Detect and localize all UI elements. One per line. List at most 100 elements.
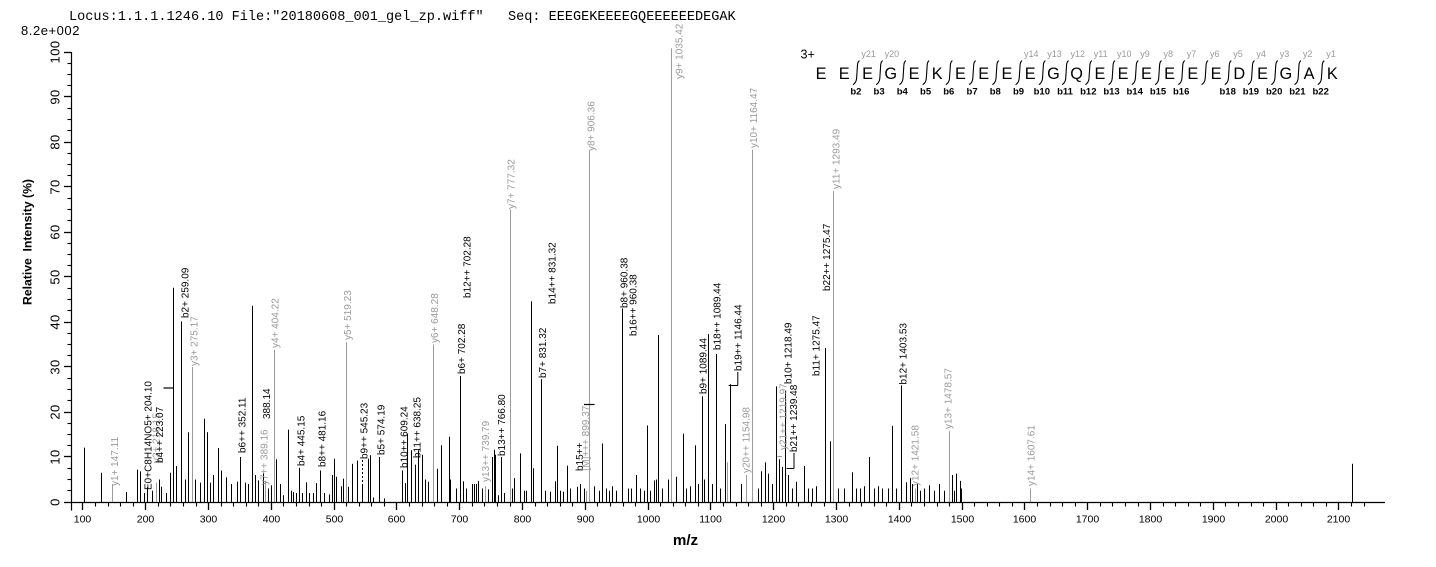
svg-text:E: E — [978, 65, 989, 83]
svg-text:A: A — [1304, 65, 1315, 83]
svg-text:0: 0 — [48, 498, 63, 506]
svg-text:E: E — [1118, 65, 1129, 83]
svg-text:900: 900 — [577, 514, 595, 526]
svg-text:y21++ 1219.97: y21++ 1219.97 — [778, 383, 789, 450]
svg-text:1800: 1800 — [1139, 514, 1163, 526]
svg-text:b19++ 1146.44: b19++ 1146.44 — [734, 304, 745, 371]
svg-text:b13++ 766.80: b13++ 766.80 — [497, 394, 508, 456]
svg-text:700: 700 — [451, 514, 469, 526]
svg-text:b14: b14 — [1127, 87, 1144, 98]
svg-text:100: 100 — [74, 514, 92, 526]
svg-text:E: E — [862, 65, 873, 83]
svg-text:y3+ 275.17: y3+ 275.17 — [189, 316, 200, 366]
svg-text:y12: y12 — [1071, 49, 1086, 59]
svg-text:b21: b21 — [1289, 87, 1306, 98]
svg-text:3+: 3+ — [801, 48, 815, 62]
svg-text:b22++ 1275.47: b22++ 1275.47 — [822, 223, 833, 291]
svg-text:E0+C8H14NO5+ 204.10: E0+C8H14NO5+ 204.10 — [143, 381, 154, 490]
svg-text:E: E — [1141, 65, 1152, 83]
svg-text:y20++ 1154.98: y20++ 1154.98 — [741, 407, 752, 473]
svg-text:b18++ 1089.44: b18++ 1089.44 — [713, 282, 724, 350]
svg-text:1400: 1400 — [888, 514, 912, 526]
svg-text:E: E — [1094, 65, 1105, 83]
svg-text:b6: b6 — [943, 87, 954, 98]
svg-text:b4: b4 — [897, 87, 909, 98]
svg-text:40: 40 — [48, 314, 63, 329]
svg-text:y2+ 218.15: y2+ 218.15 — [152, 413, 163, 463]
svg-text:y1+ 147.11: y1+ 147.11 — [110, 437, 121, 486]
svg-text:y14+ 1607.61: y14+ 1607.61 — [1027, 425, 1038, 486]
svg-text:K: K — [932, 65, 943, 83]
svg-text:b15: b15 — [1150, 87, 1167, 98]
svg-text:2100: 2100 — [1327, 514, 1351, 526]
svg-text:y4: y4 — [1256, 49, 1266, 59]
svg-text:y12+ 1421.58: y12+ 1421.58 — [911, 425, 922, 486]
svg-text:b16: b16 — [1173, 87, 1189, 98]
svg-text:50: 50 — [48, 269, 63, 284]
svg-text:b12++ 702.28: b12++ 702.28 — [463, 236, 474, 298]
svg-text:y5+ 519.23: y5+ 519.23 — [343, 290, 354, 340]
svg-text:b6++ 352.11: b6++ 352.11 — [238, 397, 249, 453]
svg-text:G: G — [1279, 65, 1292, 83]
svg-text:E: E — [1025, 65, 1036, 83]
svg-text:100: 100 — [48, 41, 63, 64]
svg-text:y13+ 1478.57: y13+ 1478.57 — [944, 368, 955, 429]
svg-text:b12: b12 — [1080, 87, 1096, 98]
svg-text:E: E — [1257, 65, 1268, 83]
svg-text:1200: 1200 — [762, 514, 786, 526]
svg-text:1500: 1500 — [951, 514, 975, 526]
svg-text:Q: Q — [1070, 65, 1083, 83]
svg-text:y10+ 1164.47: y10+ 1164.47 — [749, 87, 760, 148]
svg-text:b19: b19 — [1243, 87, 1259, 98]
svg-text:y14: y14 — [1024, 49, 1039, 59]
svg-text:E: E — [1187, 65, 1198, 83]
svg-text:b10: b10 — [1034, 87, 1050, 98]
svg-text:G: G — [884, 65, 897, 83]
svg-text:b7+ 831.32: b7+ 831.32 — [538, 327, 549, 378]
svg-text:600: 600 — [388, 514, 406, 526]
svg-text:500: 500 — [326, 514, 344, 526]
svg-text:b4+ 445.15: b4+ 445.15 — [297, 415, 308, 466]
svg-text:y9+ 1035.42: y9+ 1035.42 — [674, 23, 685, 79]
svg-text:y7: y7 — [1187, 49, 1197, 59]
svg-text:E: E — [1001, 65, 1012, 83]
svg-text:1900: 1900 — [1202, 514, 1226, 526]
svg-text:b5: b5 — [920, 87, 932, 98]
svg-text:b10+ 1218.49: b10+ 1218.49 — [784, 322, 795, 384]
svg-text:90: 90 — [48, 89, 63, 104]
svg-text:Relative Intensity (%): Relative Intensity (%) — [21, 179, 35, 305]
svg-text:b8+ 960.38: b8+ 960.38 — [619, 257, 630, 308]
svg-text:y20: y20 — [885, 49, 900, 59]
svg-text:y4+ 404.22: y4+ 404.22 — [271, 298, 282, 348]
svg-text:b2+ 259.09: b2+ 259.09 — [181, 267, 192, 318]
svg-text:y21: y21 — [861, 49, 876, 59]
svg-text:b3: b3 — [874, 87, 885, 98]
svg-text:1600: 1600 — [1013, 514, 1037, 526]
svg-text:b11++ 638.25: b11++ 638.25 — [412, 397, 423, 458]
svg-text:b2: b2 — [850, 87, 861, 98]
svg-text:20: 20 — [48, 404, 63, 419]
svg-text:E: E — [909, 65, 920, 83]
svg-text:1100: 1100 — [699, 514, 722, 526]
svg-text:y7+ 777.32: y7+ 777.32 — [507, 159, 518, 209]
svg-text:m/z: m/z — [673, 532, 699, 549]
svg-text:1300: 1300 — [825, 514, 849, 526]
svg-text:70: 70 — [48, 179, 63, 194]
svg-text:b6+ 702.28: b6+ 702.28 — [457, 323, 468, 374]
svg-text:b9: b9 — [1013, 87, 1024, 98]
svg-text:D: D — [1233, 65, 1245, 83]
svg-text:b16++ 960.38: b16++ 960.38 — [629, 274, 640, 336]
svg-text:300: 300 — [200, 514, 218, 526]
svg-text:80: 80 — [48, 134, 63, 149]
svg-text:E: E — [816, 65, 827, 83]
svg-text:b9++ 545.23: b9++ 545.23 — [360, 402, 371, 459]
svg-text:1000: 1000 — [637, 514, 661, 526]
svg-text:E: E — [1164, 65, 1175, 83]
svg-text:y10: y10 — [1117, 49, 1132, 59]
svg-text:y9: y9 — [1140, 49, 1150, 59]
svg-text:b18: b18 — [1220, 87, 1236, 98]
svg-text:b5+ 574.19: b5+ 574.19 — [376, 404, 387, 455]
svg-text:1700: 1700 — [1076, 514, 1100, 526]
svg-text:b11+ 1275.47: b11+ 1275.47 — [812, 315, 823, 376]
svg-text:y11: y11 — [1094, 49, 1108, 59]
